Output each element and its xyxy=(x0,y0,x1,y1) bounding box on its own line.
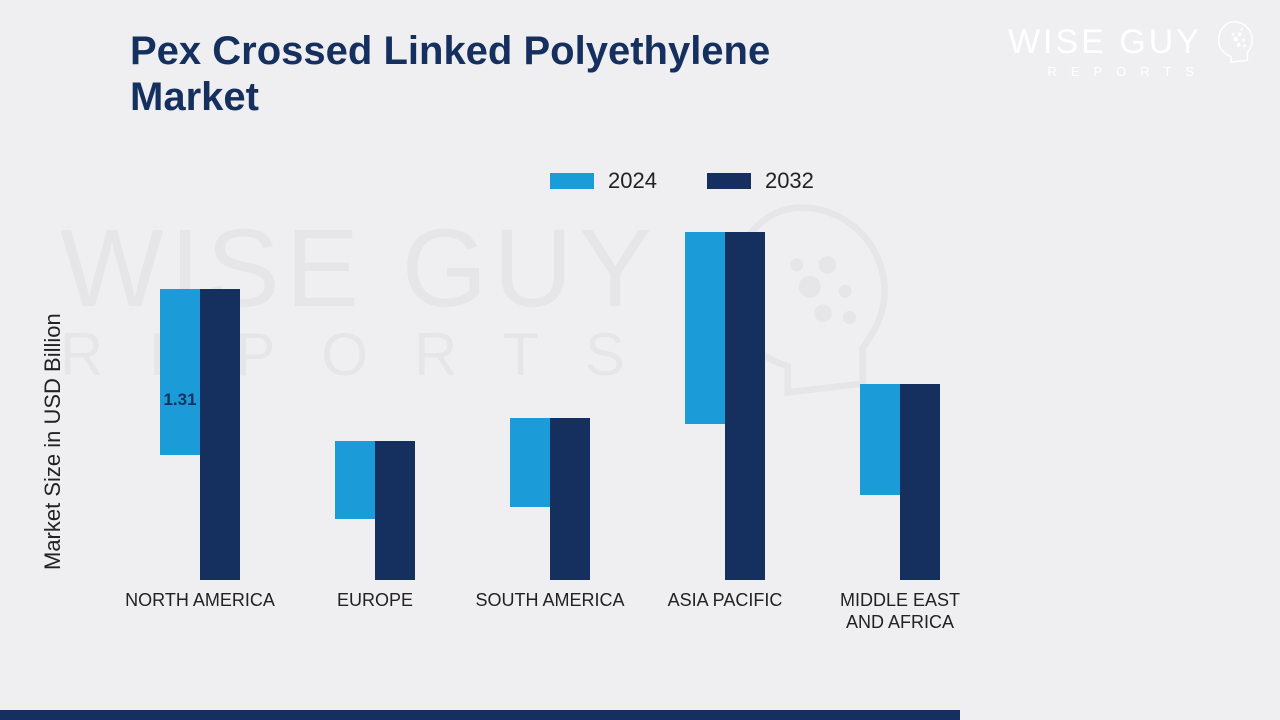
chart-container: WISE GUY REPORTS WISE GUY REPORTS Pex Cr… xyxy=(0,0,1280,720)
bar xyxy=(160,289,200,455)
bar-group xyxy=(820,384,980,580)
brand-logo: WISE GUY REPORTS xyxy=(978,18,1258,79)
x-axis-label: ASIA PACIFIC xyxy=(645,590,805,612)
bar-value-label: 1.31 xyxy=(150,390,210,410)
logo-sub-text: REPORTS xyxy=(978,64,1258,79)
legend-label: 2024 xyxy=(608,168,657,194)
bottom-accent-bar xyxy=(0,710,960,720)
head-icon xyxy=(1210,18,1258,66)
bar xyxy=(725,232,765,580)
x-axis-label: EUROPE xyxy=(295,590,455,612)
x-axis-label: NORTH AMERICA xyxy=(120,590,280,612)
bar xyxy=(860,384,900,495)
legend-item: 2032 xyxy=(707,168,814,194)
bar xyxy=(335,441,375,520)
bar xyxy=(685,232,725,425)
plot-area xyxy=(100,200,1000,580)
bar xyxy=(200,289,240,580)
legend-swatch xyxy=(707,173,751,189)
logo-main-text: WISE GUY xyxy=(1008,23,1202,62)
bar xyxy=(375,441,415,580)
bar-group xyxy=(295,441,455,580)
bar xyxy=(900,384,940,580)
y-axis-label: Market Size in USD Billion xyxy=(40,313,66,570)
legend-item: 2024 xyxy=(550,168,657,194)
bar-group xyxy=(470,418,630,580)
x-axis-label: SOUTH AMERICA xyxy=(470,590,630,612)
legend: 2024 2032 xyxy=(550,168,814,194)
chart-title: Pex Crossed Linked Polyethylene Market xyxy=(130,28,830,120)
bar xyxy=(510,418,550,507)
legend-swatch xyxy=(550,173,594,189)
bar-group xyxy=(645,232,805,580)
x-axis-label: MIDDLE EAST AND AFRICA xyxy=(820,590,980,634)
bar-group xyxy=(120,289,280,580)
bar xyxy=(550,418,590,580)
legend-label: 2032 xyxy=(765,168,814,194)
